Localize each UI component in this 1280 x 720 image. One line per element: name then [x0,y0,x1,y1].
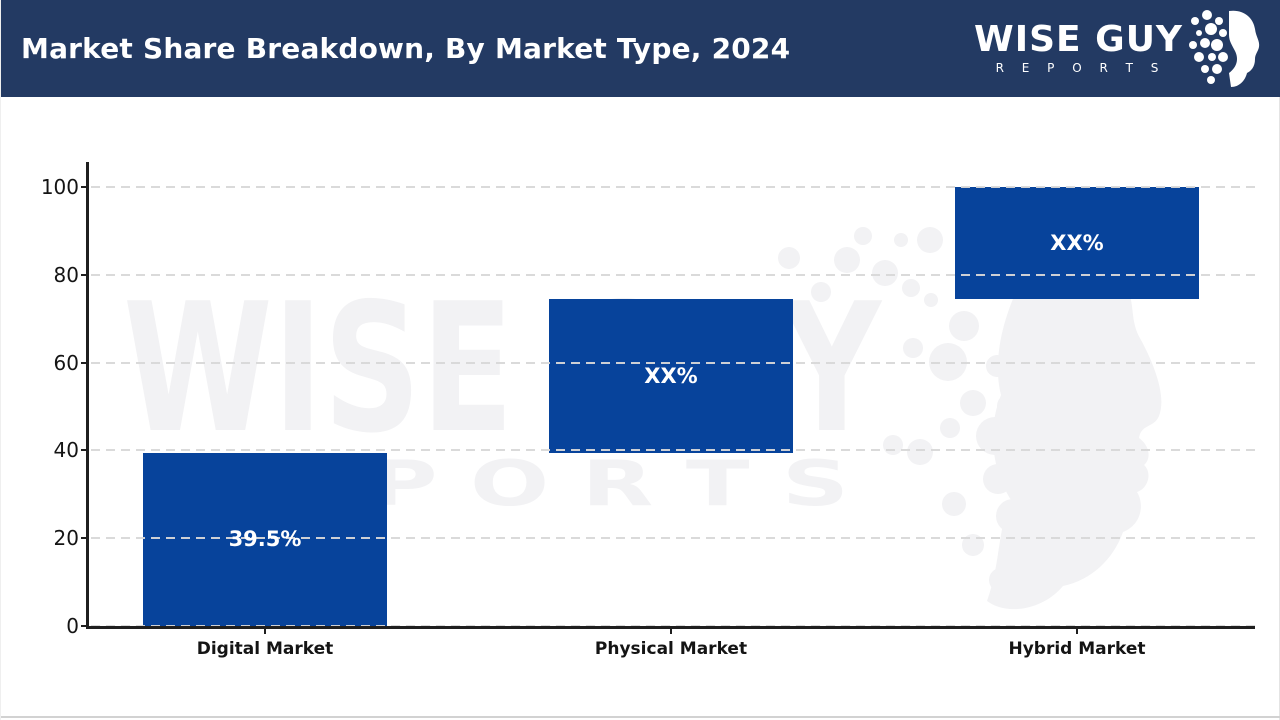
gridline[interactable] [91,537,1257,540]
y-axis-tick-label[interactable]: 60 [53,350,79,375]
y-axis-tick-label[interactable]: 20 [53,526,79,551]
x-axis-line[interactable] [86,626,1255,629]
x-axis-tick-mark[interactable] [264,627,266,634]
x-axis-tick-mark[interactable] [670,627,672,634]
bar-value-label[interactable]: XX% [1050,230,1104,255]
y-axis-tick-mark[interactable] [81,625,88,627]
y-axis-tick-mark[interactable] [81,537,88,540]
gridline[interactable] [91,449,1257,452]
brand-logo: WISE GUY R E P O R T S [974,7,1263,91]
chart-title: Market Share Breakdown, By Market Type, … [21,32,791,65]
y-axis-tick-label[interactable]: 80 [53,262,79,287]
header: Market Share Breakdown, By Market Type, … [1,0,1280,97]
gridline[interactable] [91,273,1257,276]
bar-value-label[interactable]: 39.5% [228,527,302,552]
brand-logo-text: WISE GUY R E P O R T S [973,19,1183,76]
y-axis-tick-mark[interactable] [81,273,88,276]
y-axis-tick-label[interactable]: 40 [53,438,79,463]
x-axis-category-label[interactable]: Digital Market [196,639,334,659]
bar-value-label[interactable]: XX% [644,363,698,388]
x-axis-category-label[interactable]: Physical Market [594,639,748,659]
y-axis-tick-label[interactable]: 0 [66,614,79,638]
page-bottom-rule [1,716,1280,718]
brand-face-icon [1189,9,1260,87]
y-axis-line[interactable] [86,162,89,629]
y-axis-tick-mark[interactable] [81,449,88,452]
gridline[interactable] [91,361,1257,364]
y-axis-tick-mark[interactable] [81,186,88,188]
x-axis-category-label[interactable]: Hybrid Market [1008,639,1146,659]
brand-subtitle: R E P O R T S [995,61,1166,75]
bar-segment[interactable] [143,452,387,626]
gridline[interactable] [91,186,1257,188]
x-axis-tick-mark[interactable] [1076,627,1078,634]
y-axis-tick-mark[interactable] [81,361,88,364]
y-axis-tick-label[interactable]: 100 [40,175,79,199]
brand-name: WISE GUY [973,19,1183,60]
bar-segment[interactable] [549,298,793,453]
